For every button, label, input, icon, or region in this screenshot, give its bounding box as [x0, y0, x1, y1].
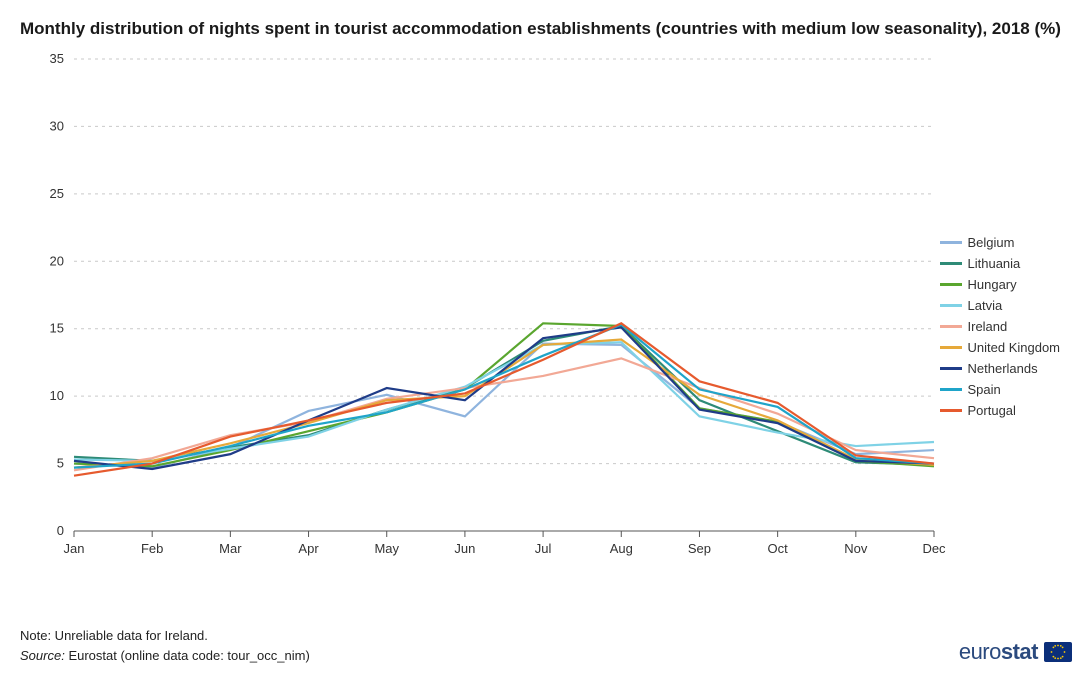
legend-swatch: [940, 325, 962, 328]
x-tick-label: Oct: [768, 541, 789, 556]
chart-area: 0 5 10 15 20 25 30 35 Jan Feb Mar Apr May Jun Jul Aug Se…: [20, 49, 1070, 579]
legend-swatch: [940, 409, 962, 412]
x-tick-label: May: [374, 541, 399, 556]
legend-item: Lithuania: [940, 256, 1061, 271]
y-tick-label: 35: [50, 51, 64, 66]
legend-item: Portugal: [940, 403, 1061, 418]
source-label: Source:: [20, 648, 65, 663]
y-tick-label: 15: [50, 321, 64, 336]
legend-item: Latvia: [940, 298, 1061, 313]
legend-item: Hungary: [940, 277, 1061, 292]
legend-label: Belgium: [968, 235, 1015, 250]
legend-item: Netherlands: [940, 361, 1061, 376]
legend-item: Belgium: [940, 235, 1061, 250]
source-text: Eurostat (online data code: tour_occ_nim…: [68, 648, 309, 663]
y-tick-label: 0: [57, 523, 64, 538]
series-hungary: [74, 323, 934, 466]
note-text: Note: Unreliable data for Ireland.: [20, 626, 310, 646]
legend-item: Spain: [940, 382, 1061, 397]
legend-swatch: [940, 241, 962, 244]
legend-label: Spain: [968, 382, 1001, 397]
x-tick-label: Mar: [219, 541, 242, 556]
legend-item: Ireland: [940, 319, 1061, 334]
legend-item: United Kingdom: [940, 340, 1061, 355]
series-united-kingdom: [74, 339, 934, 467]
legend-label: Hungary: [968, 277, 1017, 292]
legend-label: Lithuania: [968, 256, 1021, 271]
legend-label: Latvia: [968, 298, 1003, 313]
brand-text: eurostat: [959, 639, 1038, 665]
x-tick-label: Apr: [298, 541, 319, 556]
x-tick-label: Jan: [64, 541, 85, 556]
chart-footer: Note: Unreliable data for Ireland. Sourc…: [20, 626, 310, 665]
line-chart-svg: 0 5 10 15 20 25 30 35 Jan Feb Mar Apr May Jun Jul Aug Se…: [20, 49, 1070, 579]
y-tick-label: 20: [50, 253, 64, 268]
x-tick-label: Sep: [688, 541, 711, 556]
eu-flag-icon: [1044, 642, 1072, 662]
x-tick-label: Feb: [141, 541, 163, 556]
y-tick-label: 30: [50, 118, 64, 133]
y-tick-label: 25: [50, 186, 64, 201]
legend-label: Netherlands: [968, 361, 1038, 376]
x-tick-label: Aug: [610, 541, 633, 556]
legend-label: Ireland: [968, 319, 1008, 334]
legend: Belgium Lithuania Hungary Latvia Ireland Unit…: [940, 229, 1061, 424]
legend-swatch: [940, 283, 962, 286]
legend-swatch: [940, 304, 962, 307]
legend-label: Portugal: [968, 403, 1016, 418]
series-netherlands: [74, 327, 934, 469]
x-tick-label: Nov: [844, 541, 868, 556]
y-tick-label: 10: [50, 388, 64, 403]
legend-swatch: [940, 388, 962, 391]
x-tick-label: Jun: [454, 541, 475, 556]
legend-swatch: [940, 367, 962, 370]
x-tick-label: Dec: [922, 541, 946, 556]
legend-label: United Kingdom: [968, 340, 1061, 355]
legend-swatch: [940, 346, 962, 349]
y-tick-label: 5: [57, 456, 64, 471]
x-tick-label: Jul: [535, 541, 552, 556]
legend-swatch: [940, 262, 962, 265]
eurostat-logo: eurostat: [959, 639, 1072, 665]
chart-title: Monthly distribution of nights spent in …: [20, 18, 1072, 41]
